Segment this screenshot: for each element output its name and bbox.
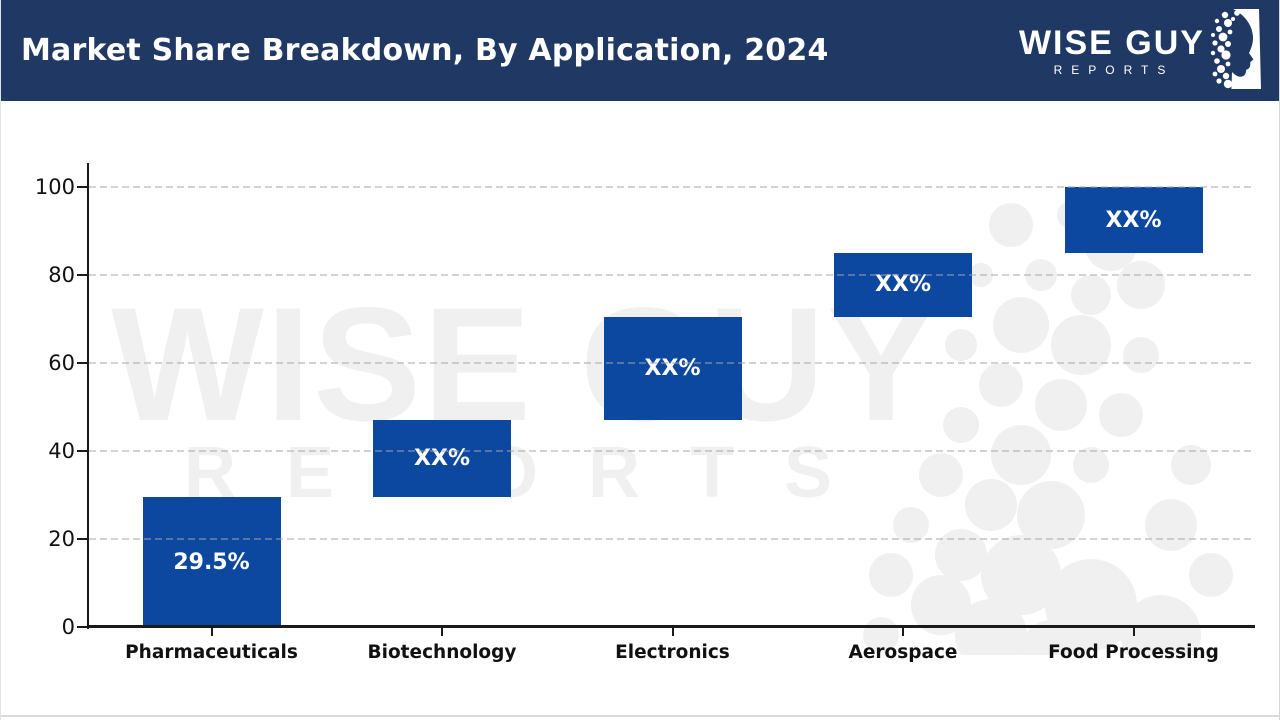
x-tick-mark-2 (671, 628, 674, 636)
dotted-head-icon (1207, 8, 1261, 93)
bar-value-label: XX% (875, 272, 931, 298)
brand-logo-text: WISE GUY REPORTS (1019, 26, 1205, 76)
gridline-40 (89, 450, 1255, 452)
header-bar: Market Share Breakdown, By Application, … (1, 0, 1279, 101)
y-tick-mark-0 (77, 626, 87, 628)
y-tick-label-60: 60 (48, 351, 75, 375)
brand-subname: REPORTS (1053, 62, 1175, 77)
gridline-60 (89, 362, 1255, 364)
bar-value-label: XX% (414, 446, 470, 472)
y-tick-label-80: 80 (48, 263, 75, 287)
x-category-label-0: Pharmaceuticals (125, 642, 298, 663)
bar-value-label: XX% (644, 355, 701, 381)
gridline-80 (89, 274, 1255, 276)
gridline-100 (89, 186, 1255, 188)
y-tick-label-40: 40 (48, 439, 75, 463)
page-title: Market Share Breakdown, By Application, … (21, 33, 829, 68)
x-category-label-3: Aerospace (848, 642, 958, 663)
bar-aerospace: XX% (834, 253, 972, 317)
brand-name: WISE GUY (1018, 23, 1205, 62)
bar-food-processing: XX% (1064, 187, 1203, 253)
bar-biotechnology: XX% (373, 420, 511, 498)
watermark-brand-name: WISE GUY (111, 274, 938, 455)
gridline-20 (89, 538, 1255, 540)
x-category-label-4: Food Processing (1048, 642, 1219, 663)
bar-value-label: 29.5% (173, 549, 250, 575)
y-tick-mark-40 (77, 450, 87, 452)
bar-electronics: XX% (603, 316, 742, 421)
x-category-label-1: Biotechnology (367, 642, 517, 663)
y-tick-mark-100 (77, 186, 87, 188)
y-axis-line (87, 163, 89, 629)
bar-pharmaceuticals: 29.5% (142, 497, 281, 627)
y-tick-mark-80 (77, 274, 87, 276)
x-tick-mark-3 (902, 628, 904, 636)
y-tick-mark-60 (77, 362, 87, 364)
y-tick-label-0: 0 (61, 615, 75, 639)
y-tick-label-20: 20 (48, 527, 75, 551)
brand-logo: WISE GUY REPORTS (1019, 8, 1261, 93)
bottom-divider (1, 715, 1279, 717)
x-category-label-2: Electronics (615, 642, 730, 663)
x-tick-mark-0 (210, 628, 213, 636)
x-axis-line (87, 625, 1255, 628)
chart-plot-area: 0 20 40 60 80 100 29.5% Pharmaceuticals XX% Biote… (35, 163, 1255, 663)
y-tick-label-100: 100 (34, 175, 75, 199)
y-tick-mark-20 (77, 538, 87, 540)
bar-value-label: XX% (1105, 207, 1162, 233)
x-tick-mark-4 (1132, 628, 1135, 636)
x-tick-mark-1 (441, 628, 443, 636)
